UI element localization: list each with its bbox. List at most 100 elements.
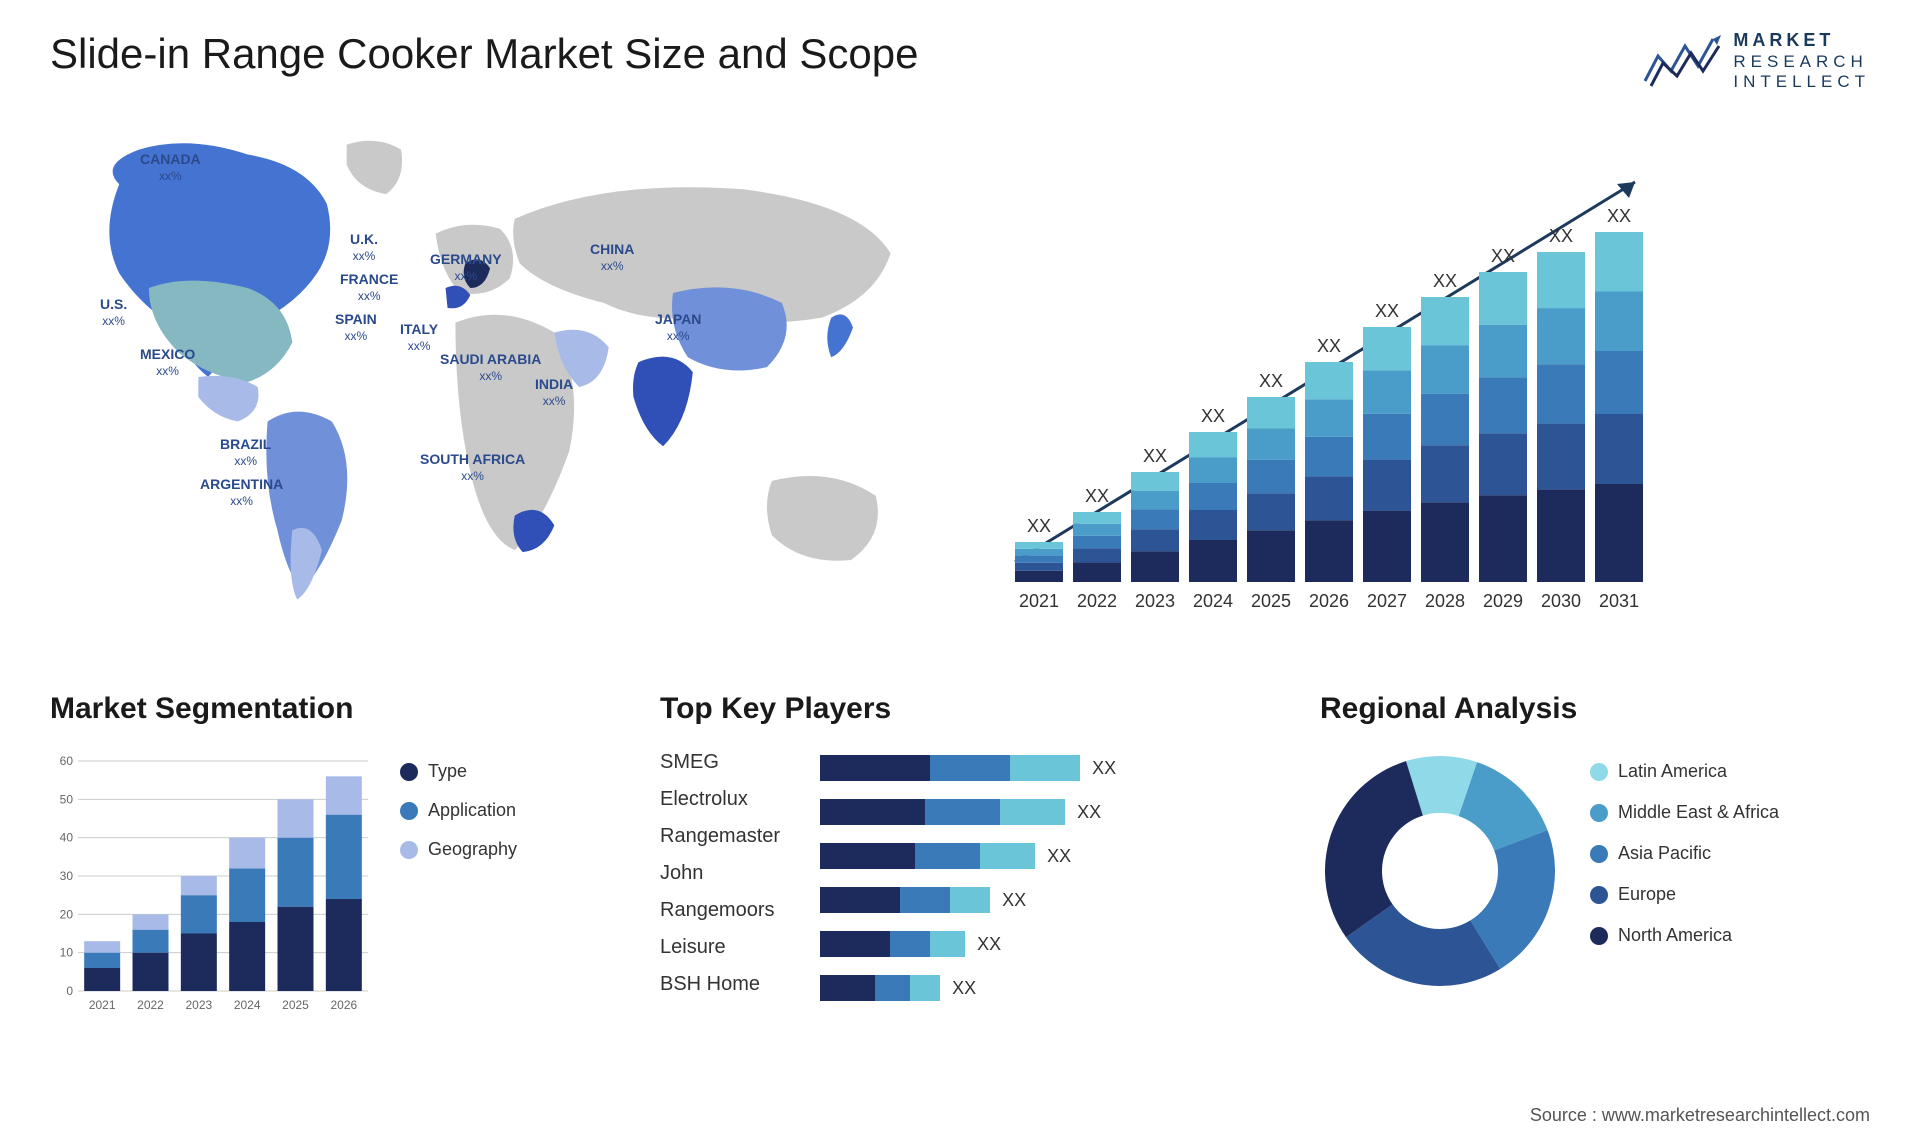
- regional-legend-item: North America: [1590, 925, 1779, 946]
- map-label: GERMANYxx%: [430, 252, 502, 283]
- segmentation-title: Market Segmentation: [50, 692, 600, 726]
- player-hbar: [820, 931, 965, 957]
- growth-year-label: 2028: [1425, 591, 1465, 611]
- player-hbar-segment: [820, 887, 900, 913]
- player-hbar: [820, 799, 1065, 825]
- legend-dot-icon: [1590, 763, 1608, 781]
- legend-dot-icon: [1590, 845, 1608, 863]
- growth-bar-segment: [1189, 510, 1237, 540]
- seg-bar-segment: [133, 930, 169, 953]
- player-bar-row: XX: [820, 799, 1116, 825]
- growth-bar-segment: [1595, 351, 1643, 414]
- legend-dot-icon: [400, 841, 418, 859]
- map-label: INDIAxx%: [535, 377, 573, 408]
- seg-bar-segment: [181, 876, 217, 895]
- regional-legend-item: Europe: [1590, 884, 1779, 905]
- regional-title: Regional Analysis: [1320, 692, 1870, 726]
- player-hbar-segment: [925, 799, 1000, 825]
- growth-bar-segment: [1015, 549, 1063, 556]
- player-bar-value: XX: [1002, 890, 1026, 911]
- growth-bar-segment: [1305, 362, 1353, 399]
- growth-year-label: 2031: [1599, 591, 1639, 611]
- growth-bar-toplabel: XX: [1085, 486, 1109, 506]
- growth-bar-segment: [1073, 536, 1121, 549]
- map-label: SPAINxx%: [335, 312, 377, 343]
- player-name: Rangemoors: [660, 899, 780, 922]
- growth-bar-toplabel: XX: [1549, 226, 1573, 246]
- seg-ytick: 0: [66, 984, 73, 998]
- page-title: Slide-in Range Cooker Market Size and Sc…: [50, 30, 918, 78]
- seg-bar-segment: [278, 800, 314, 838]
- growth-bar-segment: [1015, 571, 1063, 582]
- seg-bar-segment: [326, 777, 362, 815]
- player-hbar-segment: [980, 843, 1035, 869]
- player-hbar-segment: [890, 931, 930, 957]
- player-bar-row: XX: [820, 975, 1116, 1001]
- logo-line2: RESEARCH: [1733, 52, 1870, 72]
- growth-bar-toplabel: XX: [1317, 336, 1341, 356]
- growth-bar-segment: [1363, 327, 1411, 370]
- player-name: BSH Home: [660, 973, 780, 996]
- seg-bar-segment: [181, 934, 217, 992]
- player-name: Electrolux: [660, 788, 780, 811]
- map-label: ITALYxx%: [400, 322, 438, 353]
- seg-bar-segment: [229, 869, 265, 923]
- player-bar-value: XX: [952, 978, 976, 999]
- player-name: SMEG: [660, 751, 780, 774]
- growth-year-label: 2025: [1251, 591, 1291, 611]
- seg-ytick: 60: [60, 754, 74, 768]
- player-bar-value: XX: [1077, 802, 1101, 823]
- map-label: U.K.xx%: [350, 232, 378, 263]
- seg-bar-segment: [326, 899, 362, 991]
- player-hbar-segment: [875, 975, 910, 1001]
- source-attribution: Source : www.marketresearchintellect.com: [1530, 1105, 1870, 1126]
- growth-bar-segment: [1305, 521, 1353, 583]
- growth-year-label: 2030: [1541, 591, 1581, 611]
- growth-bar-segment: [1421, 394, 1469, 445]
- growth-bar-segment: [1595, 232, 1643, 292]
- map-label: JAPANxx%: [655, 312, 701, 343]
- growth-bar-segment: [1363, 511, 1411, 582]
- growth-bar-segment: [1131, 510, 1179, 530]
- seg-ytick: 10: [60, 946, 74, 960]
- regional-legend-label: Latin America: [1618, 761, 1727, 782]
- growth-bar-segment: [1305, 437, 1353, 477]
- segmentation-legend: TypeApplicationGeography: [400, 751, 517, 1021]
- map-label: CHINAxx%: [590, 242, 634, 273]
- seg-ytick: 30: [60, 869, 74, 883]
- legend-dot-icon: [1590, 886, 1608, 904]
- growth-bar-segment: [1189, 458, 1237, 484]
- seg-bar-segment: [278, 838, 314, 907]
- growth-chart-panel: XX2021XX2022XX2023XX2024XX2025XX2026XX20…: [980, 122, 1870, 642]
- player-hbar: [820, 755, 1080, 781]
- seg-year-label: 2025: [282, 998, 309, 1012]
- growth-bar-segment: [1479, 434, 1527, 496]
- growth-bar-segment: [1537, 308, 1585, 364]
- player-name: John: [660, 862, 780, 885]
- growth-bar-segment: [1015, 556, 1063, 563]
- regional-legend-label: Europe: [1618, 884, 1676, 905]
- players-names: SMEGElectroluxRangemasterJohnRangemoorsL…: [660, 751, 780, 1001]
- player-hbar-segment: [900, 887, 950, 913]
- seg-year-label: 2021: [89, 998, 116, 1012]
- growth-bar-segment: [1131, 472, 1179, 491]
- growth-bar-toplabel: XX: [1491, 246, 1515, 266]
- growth-bar-segment: [1421, 346, 1469, 394]
- regional-legend-item: Asia Pacific: [1590, 843, 1779, 864]
- growth-bar-segment: [1073, 549, 1121, 563]
- growth-bar-toplabel: XX: [1259, 371, 1283, 391]
- seg-bar-segment: [229, 838, 265, 869]
- player-hbar-segment: [910, 975, 940, 1001]
- legend-dot-icon: [400, 763, 418, 781]
- growth-bar-toplabel: XX: [1201, 406, 1225, 426]
- growth-bar-segment: [1421, 503, 1469, 583]
- growth-year-label: 2021: [1019, 591, 1059, 611]
- seg-legend-label: Geography: [428, 839, 517, 860]
- growth-bar-segment: [1189, 540, 1237, 582]
- growth-bar-segment: [1189, 483, 1237, 510]
- growth-bar-segment: [1305, 477, 1353, 521]
- seg-bar-segment: [181, 896, 217, 934]
- logo-icon: [1643, 31, 1723, 91]
- seg-bar-segment: [278, 907, 314, 991]
- map-label: SAUDI ARABIAxx%: [440, 352, 541, 383]
